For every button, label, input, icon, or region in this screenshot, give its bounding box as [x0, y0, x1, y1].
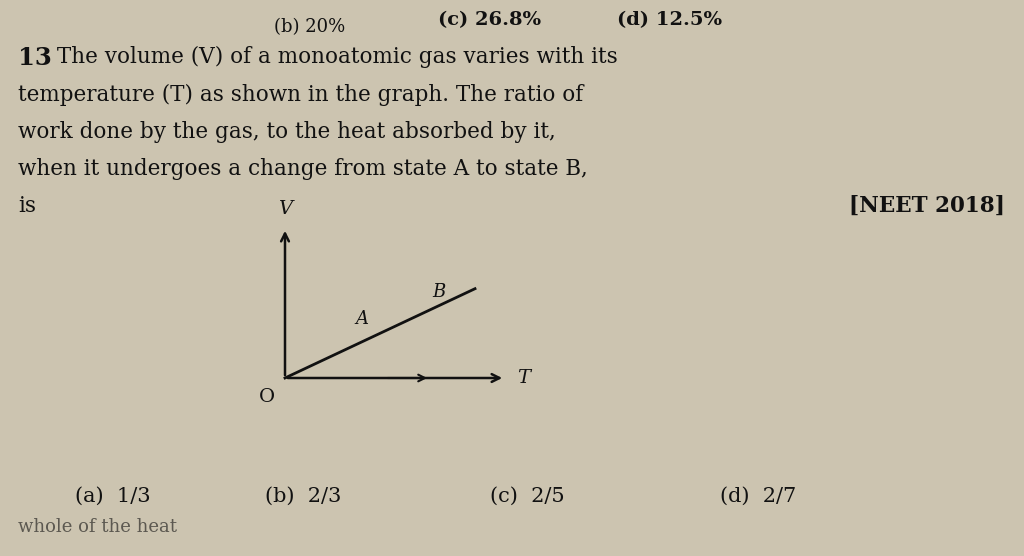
Text: [NEET 2018]: [NEET 2018]: [849, 195, 1005, 217]
Text: V: V: [278, 200, 292, 218]
Text: whole of the heat: whole of the heat: [18, 518, 177, 536]
Text: (c) 26.8%: (c) 26.8%: [438, 11, 542, 29]
Text: temperature (T) as shown in the graph. The ratio of: temperature (T) as shown in the graph. T…: [18, 84, 584, 106]
Text: when it undergoes a change from state A to state B,: when it undergoes a change from state A …: [18, 158, 588, 180]
Text: (d)  2/7: (d) 2/7: [720, 486, 797, 505]
Text: (a)  1/3: (a) 1/3: [75, 486, 151, 505]
Text: 13: 13: [18, 46, 52, 70]
Text: T: T: [517, 369, 530, 387]
Text: A: A: [355, 310, 369, 329]
Text: The volume (V) of a monoatomic gas varies with its: The volume (V) of a monoatomic gas varie…: [50, 46, 617, 68]
Text: (b)  2/3: (b) 2/3: [265, 486, 341, 505]
Text: is: is: [18, 195, 36, 217]
Text: B: B: [432, 283, 445, 301]
Text: (d) 12.5%: (d) 12.5%: [617, 11, 723, 29]
Text: (c)  2/5: (c) 2/5: [490, 486, 564, 505]
Text: work done by the gas, to the heat absorbed by it,: work done by the gas, to the heat absorb…: [18, 121, 556, 143]
Text: (b) 20%: (b) 20%: [274, 18, 346, 36]
Text: O: O: [259, 388, 275, 406]
